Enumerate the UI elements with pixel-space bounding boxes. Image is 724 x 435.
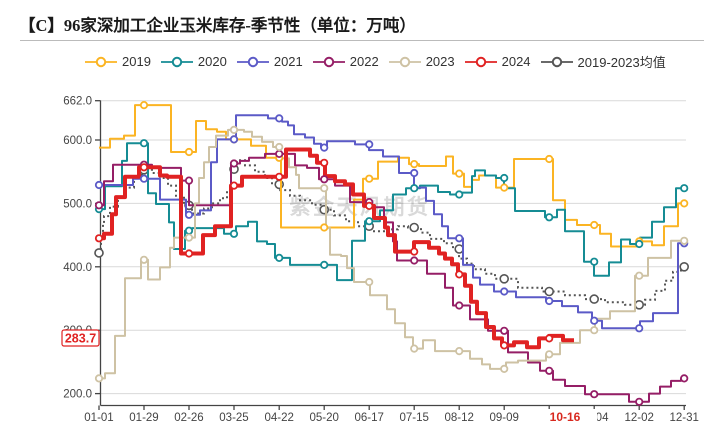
svg-text:10-16: 10-16 [550,410,581,424]
svg-text:500.0: 500.0 [63,198,92,210]
svg-text:04-22: 04-22 [264,412,293,424]
svg-text:12-02: 12-02 [624,412,653,424]
svg-text:02-26: 02-26 [174,412,203,424]
svg-text:06-17: 06-17 [354,412,383,424]
svg-text:05-20: 05-20 [309,412,338,424]
svg-text:12-31: 12-31 [669,412,698,424]
svg-text:09-09: 09-09 [489,412,518,424]
svg-text:07-15: 07-15 [399,412,428,424]
svg-text:283.7: 283.7 [65,332,96,346]
svg-text:01-01: 01-01 [84,412,113,424]
svg-text:400.0: 400.0 [63,262,92,274]
svg-text:08-12: 08-12 [444,412,473,424]
svg-text:200.0: 200.0 [63,389,92,401]
svg-text:03-25: 03-25 [219,412,248,424]
svg-text:01-29: 01-29 [129,412,158,424]
svg-text:662.0: 662.0 [63,96,92,108]
svg-text:600.0: 600.0 [63,135,92,147]
